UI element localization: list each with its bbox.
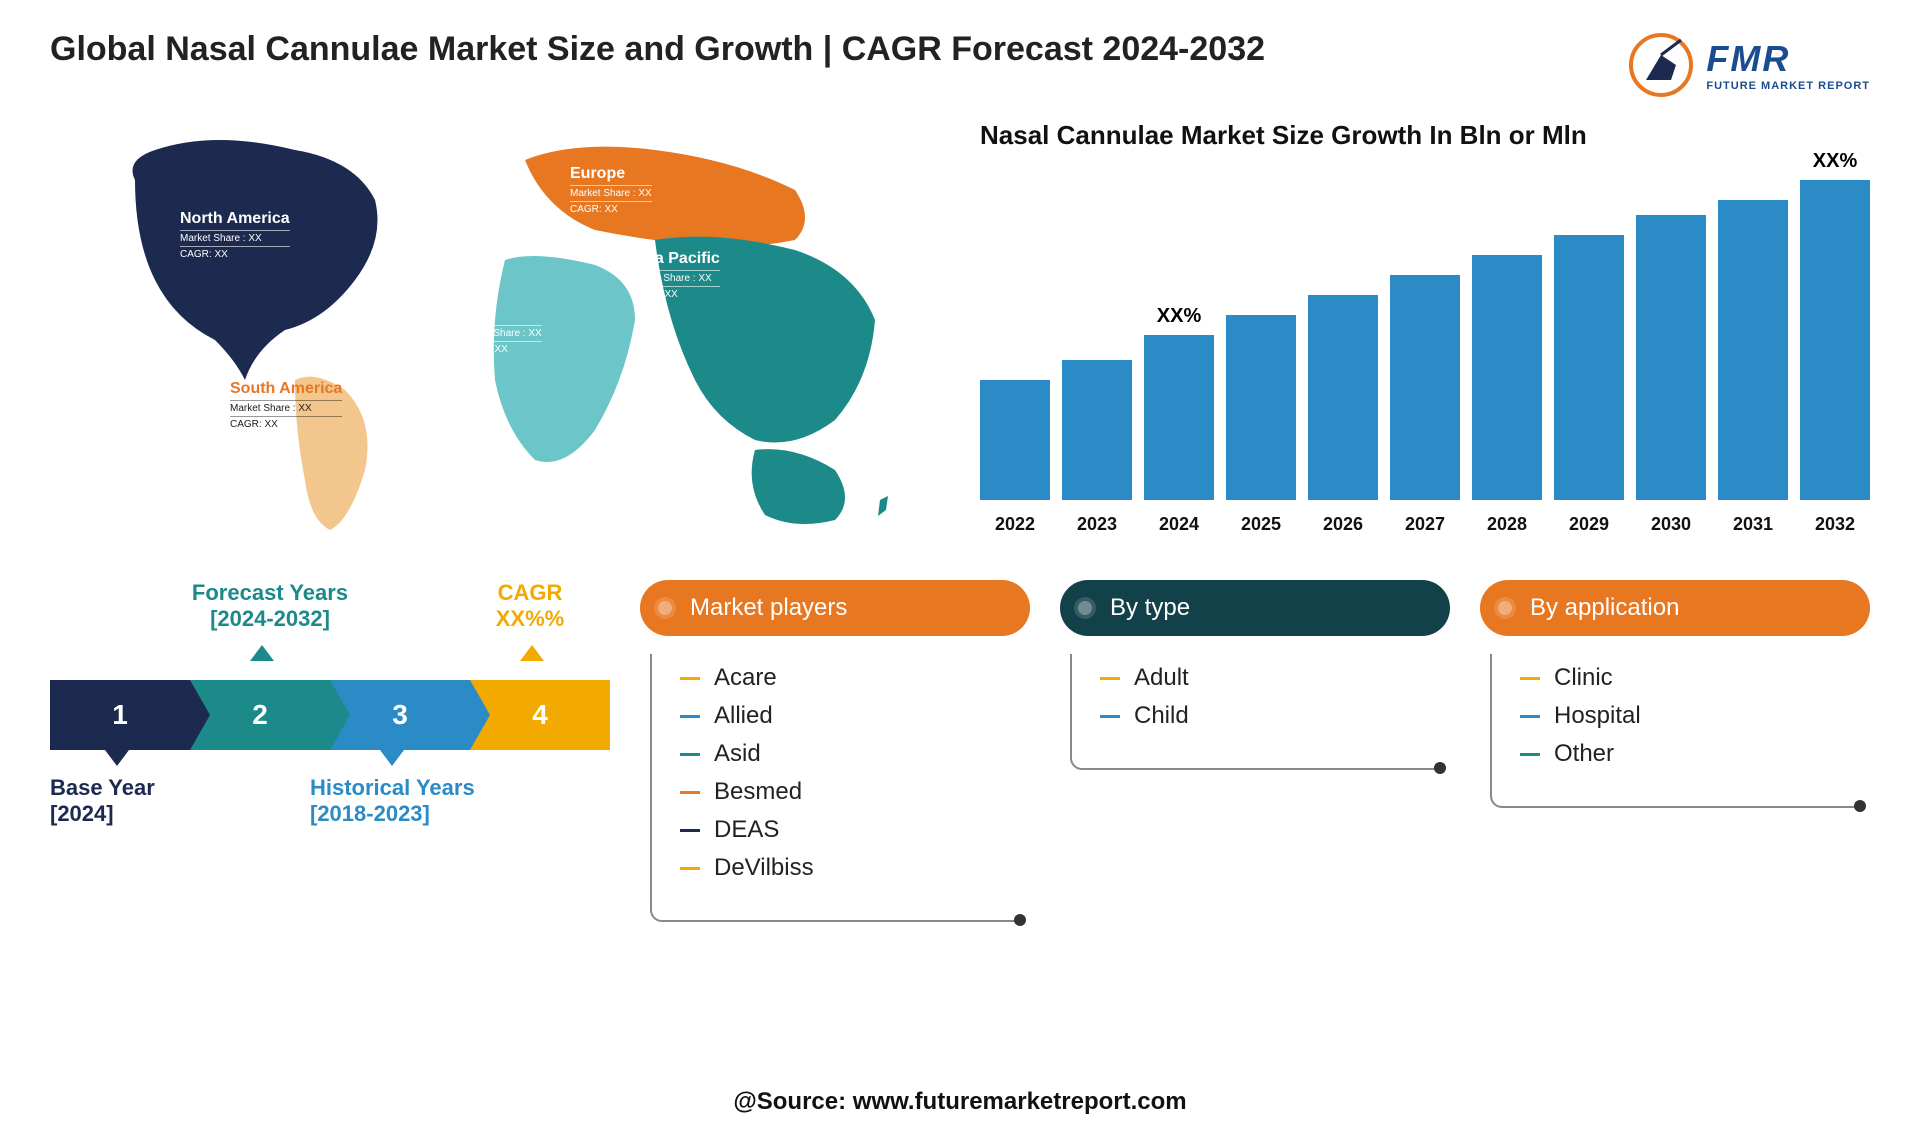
timeline-segment: 1 (50, 680, 190, 750)
bar-year-label: 2025 (1241, 514, 1281, 535)
bar-year-label: 2026 (1323, 514, 1363, 535)
region-europe: Europe Market Share : XX CAGR: XX (570, 165, 652, 215)
cagr-label: CAGR XX%% (470, 580, 590, 632)
by-application-pill: By application (1480, 580, 1870, 636)
bar-column: 2028 (1472, 255, 1542, 500)
bar (1226, 315, 1296, 500)
base-year-label: Base Year [2024] (50, 775, 155, 827)
pill-dot-icon (1078, 601, 1092, 615)
bar-column: XX%2024 (1144, 335, 1214, 500)
bar-year-label: 2027 (1405, 514, 1445, 535)
bar-column: 2026 (1308, 295, 1378, 500)
bar (1472, 255, 1542, 500)
arrow-up-icon (520, 645, 544, 661)
bar (980, 380, 1050, 500)
bar-year-label: 2029 (1569, 514, 1609, 535)
bar (1636, 215, 1706, 500)
forecast-label: Forecast Years [2024-2032] (190, 580, 350, 632)
bar (1800, 180, 1870, 500)
region-asia-pacific: Asia Pacific Market Share : XX CAGR: XX (630, 250, 720, 300)
bar-chart-title: Nasal Cannulae Market Size Growth In Bln… (980, 120, 1870, 151)
bar-column: 2025 (1226, 315, 1296, 500)
chevron-right-icon (190, 680, 210, 750)
pill-label: By application (1530, 594, 1679, 622)
bar-column: 2031 (1718, 200, 1788, 500)
bar-column: 2023 (1062, 360, 1132, 500)
region-mea: MEA Market Share : XX CAGR: XX (460, 305, 542, 355)
bar (1390, 275, 1460, 500)
bar (1308, 295, 1378, 500)
timeline: Forecast Years [2024-2032] CAGR XX%% 123… (50, 580, 610, 940)
bar-year-label: 2030 (1651, 514, 1691, 535)
pill-dot-icon (658, 601, 672, 615)
bar-year-label: 2032 (1815, 514, 1855, 535)
bar (1144, 335, 1214, 500)
bar-year-label: 2022 (995, 514, 1035, 535)
arrow-down-icon (105, 750, 129, 766)
timeline-segment: 2 (190, 680, 330, 750)
fmr-logo: FMR FUTURE MARKET REPORT (1626, 30, 1870, 100)
arrow-down-icon (380, 750, 404, 766)
bar-annotation: XX% (1157, 305, 1201, 328)
market-players-pill: Market players (640, 580, 1030, 636)
source-text: @Source: www.futuremarketreport.com (733, 1088, 1186, 1116)
market-players-col: Market players AcareAlliedAsidBesmedDEAS… (640, 580, 1030, 922)
timeline-segment: 4 (470, 680, 610, 750)
bar (1062, 360, 1132, 500)
pill-label: By type (1110, 594, 1190, 622)
logo-icon (1626, 30, 1696, 100)
bar-year-label: 2023 (1077, 514, 1117, 535)
bar-chart: Nasal Cannulae Market Size Growth In Bln… (980, 120, 1870, 540)
by-application-col: By application ClinicHospitalOther (1480, 580, 1870, 808)
by-type-col: By type AdultChild (1060, 580, 1450, 770)
timeline-segment: 3 (330, 680, 470, 750)
bar-year-label: 2031 (1733, 514, 1773, 535)
bar (1718, 200, 1788, 500)
chevron-right-icon (470, 680, 490, 750)
bar-column: 2027 (1390, 275, 1460, 500)
arrow-up-icon (250, 645, 274, 661)
pill-label: Market players (690, 594, 847, 622)
historical-label: Historical Years [2018-2023] (310, 775, 475, 827)
pill-dot-icon (1498, 601, 1512, 615)
bar-column: XX%2032 (1800, 180, 1870, 500)
bar-year-label: 2024 (1159, 514, 1199, 535)
region-south-america: South America Market Share : XX CAGR: XX (230, 380, 342, 430)
bar-column: 2022 (980, 380, 1050, 500)
region-north-america: North America Market Share : XX CAGR: XX (180, 210, 290, 260)
bar-column: 2030 (1636, 215, 1706, 500)
by-type-pill: By type (1060, 580, 1450, 636)
chevron-right-icon (330, 680, 350, 750)
world-map: North America Market Share : XX CAGR: XX… (50, 120, 940, 540)
bar-column: 2029 (1554, 235, 1624, 500)
logo-text-main: FMR (1706, 38, 1870, 80)
bar-year-label: 2028 (1487, 514, 1527, 535)
logo-text-sub: FUTURE MARKET REPORT (1706, 80, 1870, 92)
bar (1554, 235, 1624, 500)
page-title: Global Nasal Cannulae Market Size and Gr… (50, 30, 1265, 69)
bar-annotation: XX% (1813, 150, 1857, 173)
